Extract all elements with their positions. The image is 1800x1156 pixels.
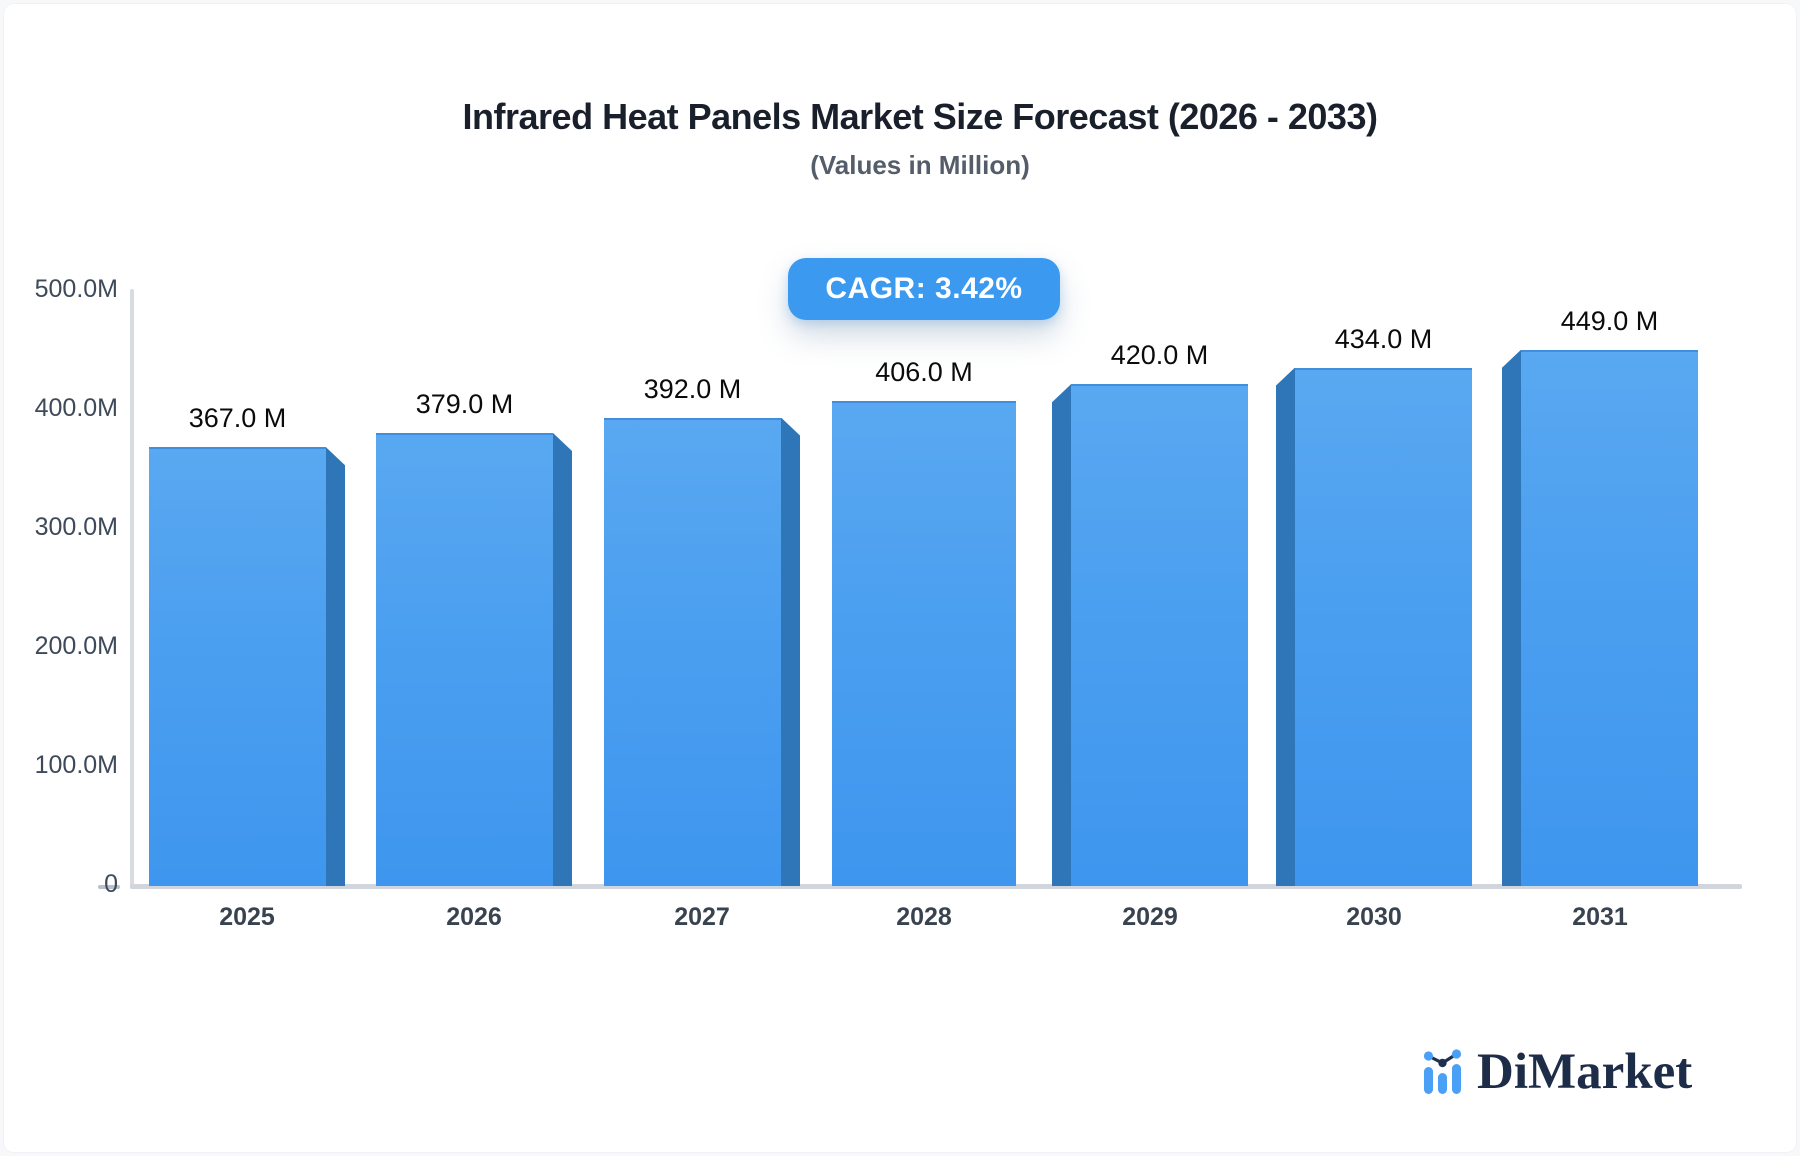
bar-face: [1071, 384, 1248, 886]
bar-3d-side: [1502, 349, 1521, 886]
y-axis-label: 400.0M: [34, 394, 118, 422]
bar-chart-logo-icon: [1423, 1049, 1462, 1094]
bar-face: [1295, 367, 1472, 886]
x-axis-label: 2027: [674, 903, 730, 931]
x-axis-label: 2025: [219, 903, 275, 931]
y-axis-label: 100.0M: [34, 751, 118, 779]
bar-2025: [149, 447, 345, 886]
bar-face: [604, 417, 781, 886]
bar-value-label: 449.0 M: [1560, 305, 1659, 336]
cagr-badge: CAGR: 3.42%: [788, 258, 1060, 320]
bar-3d-side: [326, 447, 345, 886]
bar-value-label: 367.0 M: [188, 403, 287, 434]
bar-face: [149, 447, 326, 886]
chart-card: Infrared Heat Panels Market Size Forecas…: [4, 4, 1796, 1152]
bar-3d-side: [1276, 367, 1295, 886]
y-axis-line: [130, 289, 134, 887]
bar-face: [832, 400, 1016, 886]
x-axis-label: 2031: [1572, 903, 1628, 931]
x-axis-label: 2026: [446, 903, 502, 931]
bar-2031: [1502, 349, 1698, 886]
x-axis-label: 2028: [896, 903, 952, 931]
bar-2030: [1276, 367, 1472, 886]
bar-2026: [376, 432, 572, 886]
chart-title: Infrared Heat Panels Market Size Forecas…: [462, 96, 1378, 137]
bar-2029: [1052, 384, 1248, 886]
x-axis-label: 2029: [1122, 903, 1178, 931]
bar-value-label: 420.0 M: [1110, 340, 1209, 371]
bar-face: [376, 432, 553, 886]
zero-tick-mark: [98, 885, 120, 889]
y-axis-label: 500.0M: [34, 275, 118, 303]
brand-name: DiMarket: [1477, 1044, 1693, 1101]
bar-value-label: 379.0 M: [415, 388, 514, 419]
x-axis-label: 2030: [1346, 903, 1402, 931]
y-axis-label: 200.0M: [34, 632, 118, 660]
bar-2027: [604, 417, 800, 886]
bar-2028: [832, 400, 1016, 886]
bar-3d-side: [553, 432, 572, 886]
bar-value-label: 392.0 M: [643, 373, 742, 404]
bar-value-label: 406.0 M: [875, 356, 973, 387]
bar-3d-side: [1052, 384, 1071, 886]
chart-subtitle: (Values in Million): [810, 150, 1030, 180]
cagr-badge-label: CAGR: 3.42%: [825, 272, 1023, 305]
y-axis-label: 0: [104, 870, 118, 898]
brand-logo: DiMarket: [1423, 1042, 1693, 1101]
bar-face: [1521, 349, 1698, 886]
x-axis-line: [130, 884, 1742, 889]
bar-value-label: 434.0 M: [1334, 323, 1433, 354]
y-axis-label: 300.0M: [34, 513, 118, 541]
bar-3d-side: [781, 417, 800, 886]
